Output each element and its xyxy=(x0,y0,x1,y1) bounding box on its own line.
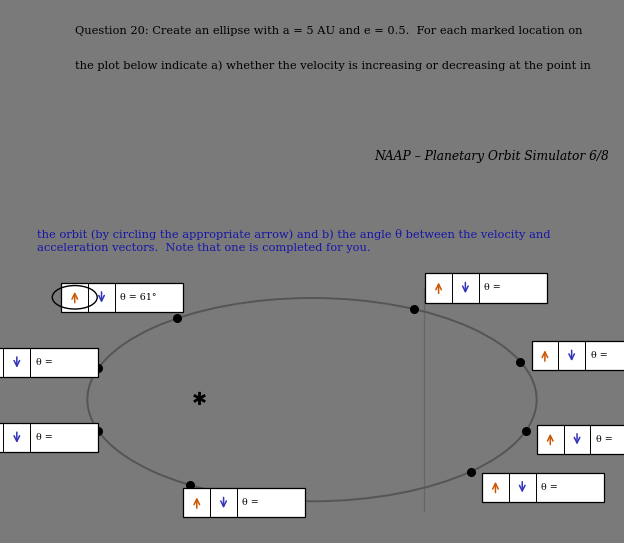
Text: θ =: θ = xyxy=(590,351,607,360)
Text: θ =: θ = xyxy=(484,283,501,292)
Bar xyxy=(183,488,305,517)
Text: θ =: θ = xyxy=(596,435,613,444)
Text: θ =: θ = xyxy=(242,498,259,507)
Text: acceleration vectors.  Note that one is completed for you.: acceleration vectors. Note that one is c… xyxy=(37,243,371,253)
Text: θ =: θ = xyxy=(36,433,52,442)
Bar xyxy=(532,341,624,370)
Text: θ =: θ = xyxy=(541,483,558,491)
Text: ✱: ✱ xyxy=(192,390,207,409)
Bar xyxy=(425,273,547,302)
Bar xyxy=(61,282,183,312)
Text: the orbit (by circling the appropriate arrow) and b) the angle θ between the vel: the orbit (by circling the appropriate a… xyxy=(37,229,551,239)
Bar xyxy=(0,423,99,452)
Bar xyxy=(0,348,99,377)
Text: NAAP – Planetary Orbit Simulator 6/8: NAAP – Planetary Orbit Simulator 6/8 xyxy=(374,150,609,163)
Bar xyxy=(482,472,604,502)
Text: θ =: θ = xyxy=(36,358,52,367)
Bar xyxy=(537,425,624,454)
Text: the plot below indicate a) whether the velocity is increasing or decreasing at t: the plot below indicate a) whether the v… xyxy=(75,60,591,71)
Text: Question 20: Create an ellipse with a = 5 AU and e = 0.5.  For each marked locat: Question 20: Create an ellipse with a = … xyxy=(75,26,582,36)
Text: θ = 61°: θ = 61° xyxy=(120,293,157,302)
